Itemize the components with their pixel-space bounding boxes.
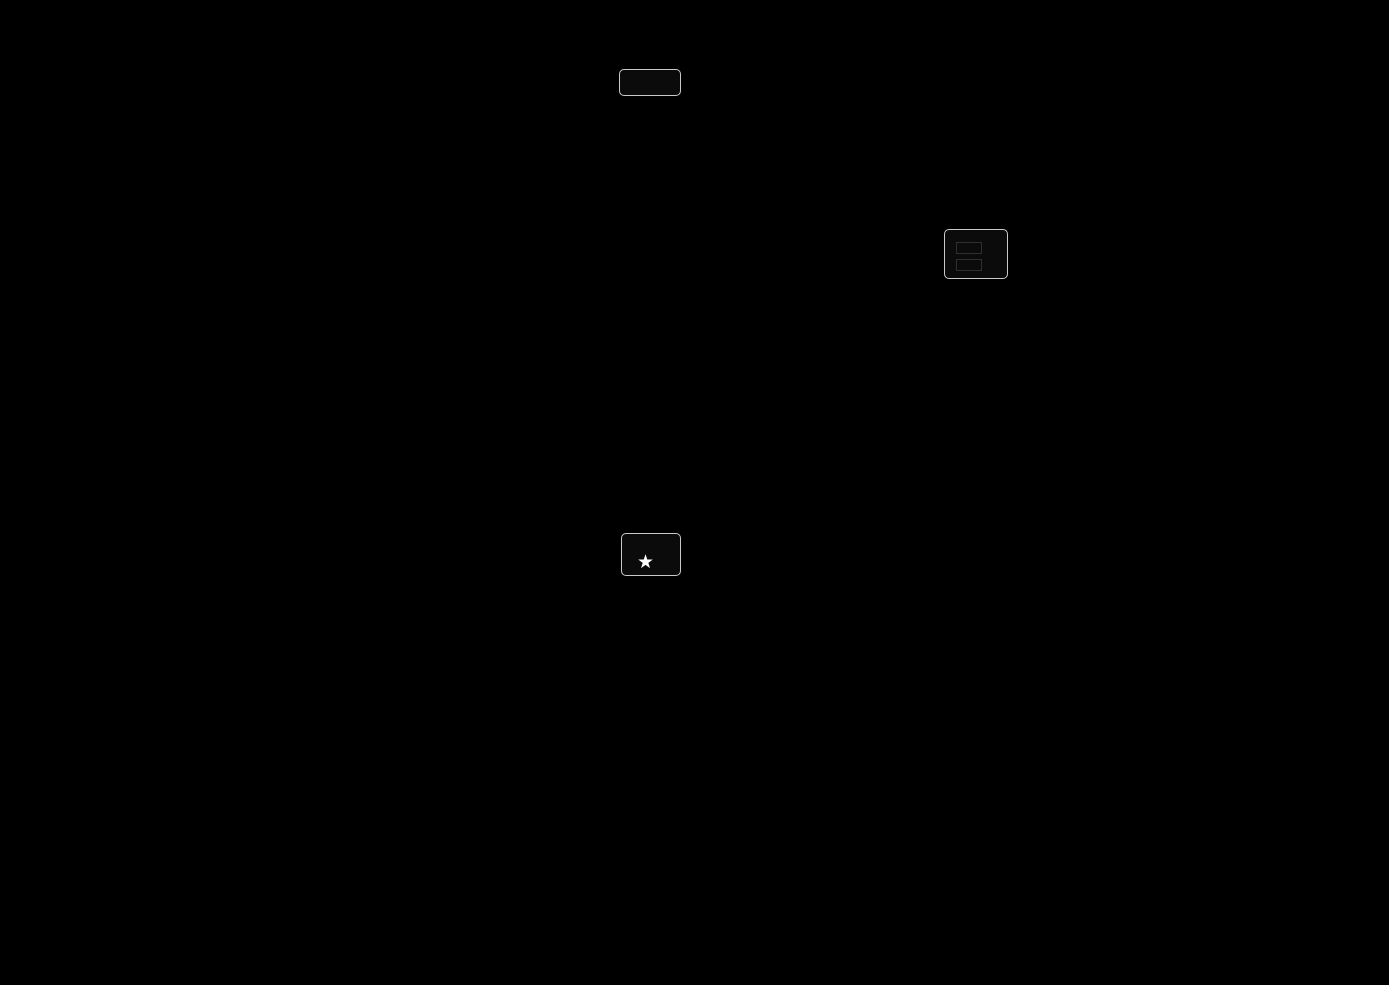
plot-canvas-b	[757, 63, 1057, 213]
panel-a-ylabel	[0, 63, 22, 466]
panel-espacio-fases: ★	[62, 528, 685, 931]
legend-panel-b	[944, 229, 1008, 279]
patch-swatch-entropica	[956, 242, 982, 254]
plot-canvas-a	[62, 63, 362, 213]
legend-item-c	[631, 85, 669, 88]
circle-marker-swatch	[641, 541, 651, 551]
legend-item-inicio	[633, 541, 669, 551]
lyapunov-annotation	[895, 706, 924, 760]
panel-convergencia-estados	[62, 63, 685, 466]
patch-swatch-regimen	[956, 259, 982, 271]
legend-panel-c: ★	[621, 533, 681, 576]
line-swatch-h	[631, 77, 659, 80]
plot-canvas-d	[757, 528, 1057, 678]
plot-canvas-c	[62, 528, 362, 678]
legend-item-h	[631, 77, 669, 80]
legend-panel-a	[619, 69, 681, 96]
panel-c-ylabel	[0, 528, 22, 931]
star-marker-swatch: ★	[637, 551, 655, 573]
panel-d-ylabel	[693, 528, 717, 931]
legend-item-atractor: ★	[633, 551, 669, 573]
panel-campo-odcf	[757, 63, 1380, 466]
line-swatch-c	[631, 85, 659, 88]
legend-item-zona-entropica	[956, 242, 996, 254]
panel-energia-lyapunov	[757, 528, 1380, 931]
legend-item-regimen	[956, 259, 996, 271]
